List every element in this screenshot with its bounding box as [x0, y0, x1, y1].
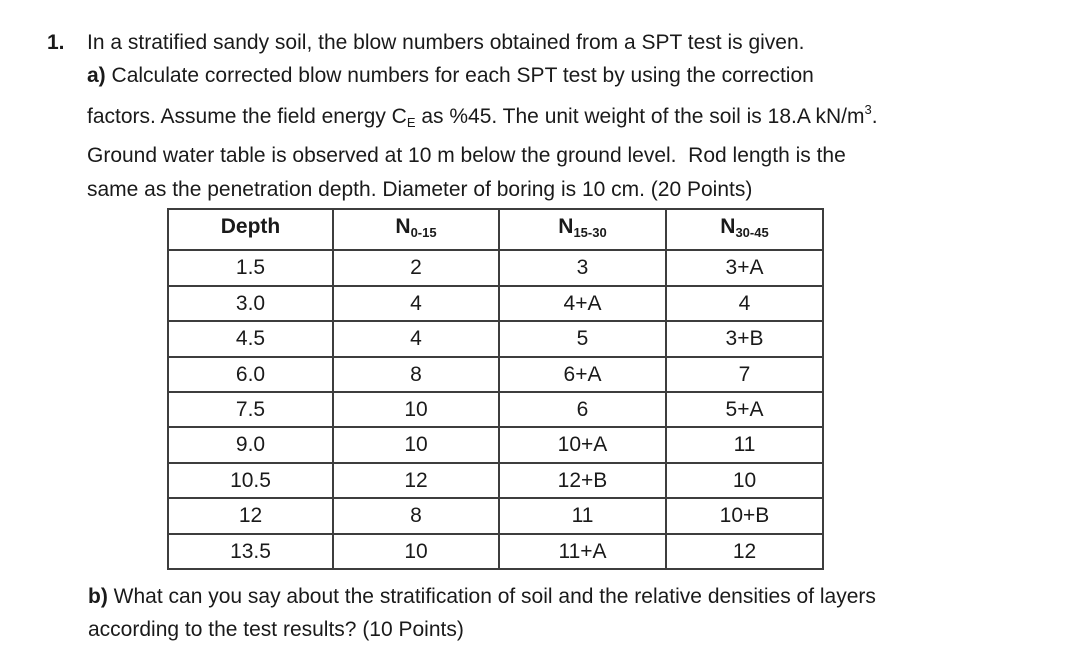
cell-n30-45: 10+B	[665, 497, 824, 535]
table-row: 10.5 12 12+B 10	[167, 461, 824, 500]
table-row: 7.5 10 6 5+A	[167, 391, 824, 429]
part-b-line-2: according to the test results? (10 Point…	[88, 618, 464, 642]
table-row: 12 8 11 10+B	[167, 497, 824, 535]
header-n-30-45: N30-45	[665, 207, 824, 252]
cell-n15-30: 11+A	[498, 532, 667, 571]
cell-n30-45: 4	[665, 284, 824, 323]
problem-line-2: a) Calculate corrected blow numbers for …	[87, 64, 814, 88]
cell-depth: 12	[167, 497, 334, 535]
header-n-0-15: N0-15	[332, 207, 500, 252]
cell-n15-30: 11	[498, 497, 667, 535]
problem-text: In a stratified sandy soil, the blow num…	[87, 26, 1057, 206]
problem-line-5: same as the penetration depth. Diameter …	[87, 177, 753, 201]
cell-n15-30: 3	[498, 249, 667, 287]
subscript-E: E	[406, 114, 416, 130]
part-b-line-1: b) What can you say about the stratifica…	[88, 585, 876, 608]
cell-n30-45: 5+A	[665, 391, 824, 429]
cell-n30-45: 12	[665, 532, 824, 571]
table-header-row: Depth N0-15 N15-30 N30-45	[167, 207, 824, 252]
problem-line-4: Ground water table is observed at 10 m b…	[87, 144, 846, 168]
part-a-marker: a)	[87, 64, 106, 88]
problem-line-3: factors. Assume the field energy CE as %…	[87, 101, 878, 130]
cell-n0-15: 4	[332, 284, 500, 323]
part-b-block: b) What can you say about the stratifica…	[88, 580, 1048, 647]
superscript-3: 3	[864, 101, 872, 117]
cell-depth: 3.0	[167, 284, 334, 323]
cell-n15-30: 6	[498, 391, 667, 429]
table-row: 6.0 8 6+A 7	[167, 355, 824, 394]
cell-n30-45: 7	[665, 355, 824, 394]
table-row: 4.5 4 5 3+B	[167, 320, 824, 358]
table-row: 3.0 4 4+A 4	[167, 284, 824, 323]
cell-n0-15: 4	[332, 320, 500, 358]
cell-n15-30: 4+A	[498, 284, 667, 323]
cell-n0-15: 12	[332, 461, 500, 500]
table-row: 9.0 10 10+A 11	[167, 426, 824, 464]
part-b-marker: b)	[88, 585, 108, 608]
cell-depth: 13.5	[167, 532, 334, 571]
cell-n0-15: 10	[332, 532, 500, 571]
cell-n15-30: 12+B	[498, 461, 667, 500]
cell-depth: 9.0	[167, 426, 334, 464]
cell-depth: 4.5	[167, 320, 334, 358]
cell-n30-45: 10	[665, 461, 824, 500]
problem-line-1: In a stratified sandy soil, the blow num…	[87, 31, 805, 54]
cell-depth: 6.0	[167, 355, 334, 394]
cell-depth: 10.5	[167, 461, 334, 500]
cell-n15-30: 5	[498, 320, 667, 358]
header-depth: Depth	[167, 207, 334, 252]
problem-number: 1.	[47, 31, 65, 54]
cell-depth: 1.5	[167, 249, 334, 287]
cell-n15-30: 10+A	[498, 426, 667, 464]
cell-n30-45: 11	[665, 426, 824, 464]
spt-blow-numbers-table: Depth N0-15 N15-30 N30-45 1.5 2 3 3+A 3.…	[167, 207, 824, 571]
cell-n0-15: 2	[332, 249, 500, 287]
cell-n15-30: 6+A	[498, 355, 667, 394]
cell-n30-45: 3+A	[665, 249, 824, 287]
cell-n30-45: 3+B	[665, 320, 824, 358]
cell-n0-15: 10	[332, 426, 500, 464]
problem-1-block: 1. In a stratified sandy soil, the blow …	[47, 26, 1057, 206]
cell-n0-15: 8	[332, 355, 500, 394]
cell-n0-15: 8	[332, 497, 500, 535]
header-n-15-30: N15-30	[498, 207, 667, 252]
cell-depth: 7.5	[167, 391, 334, 429]
table-row: 1.5 2 3 3+A	[167, 249, 824, 287]
table-row: 13.5 10 11+A 12	[167, 532, 824, 571]
cell-n0-15: 10	[332, 391, 500, 429]
